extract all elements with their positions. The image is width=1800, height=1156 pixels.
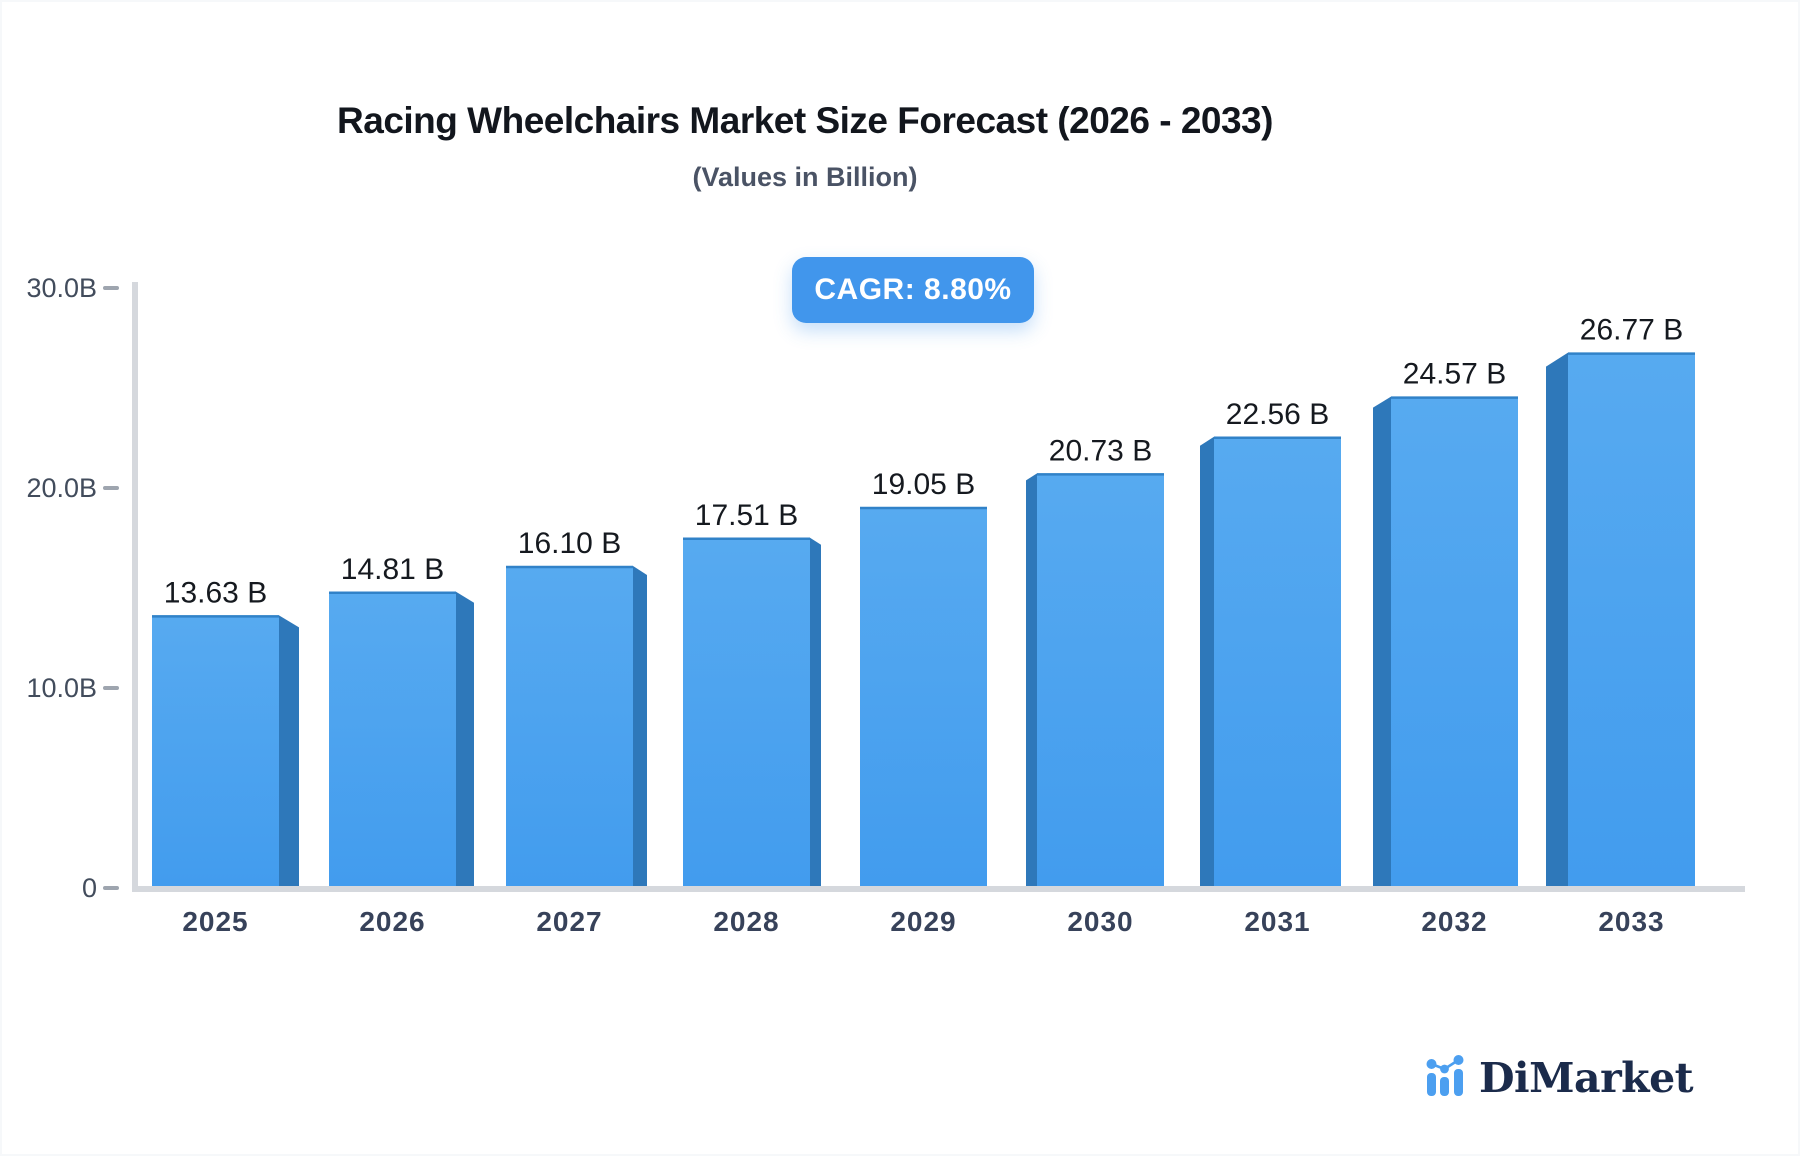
y-axis-line [132, 282, 138, 892]
bar-side-2031 [1200, 436, 1214, 887]
y-axis-tick [103, 686, 119, 690]
labels-layer: 13.63 B 2025 14.81 B 2026 16.10 B 2027 17.51 B… [26, 273, 1683, 937]
bar-2025 [152, 615, 279, 887]
bar-side-2027 [633, 566, 647, 887]
x-axis-year-label: 2032 [1421, 906, 1487, 937]
bar-side-2026 [456, 591, 474, 887]
bar-2027 [506, 566, 633, 887]
bar-side-2025 [279, 615, 299, 887]
x-axis-year-label: 2033 [1598, 906, 1664, 937]
x-axis-year-label: 2031 [1244, 906, 1310, 937]
bar-value-label: 16.10 B [518, 527, 621, 560]
logo-bar [1440, 1077, 1449, 1096]
x-axis-year-label: 2026 [359, 906, 425, 937]
bar-2031 [1214, 436, 1341, 887]
bar-value-label: 19.05 B [872, 468, 975, 501]
x-axis-year-label: 2030 [1067, 906, 1133, 937]
bars-layer [152, 352, 1695, 888]
logo-bar [1427, 1073, 1436, 1096]
y-axis-tick-label: 0 [82, 873, 97, 903]
x-axis-year-label: 2025 [182, 906, 248, 937]
y-axis-tick-label: 30.0B [26, 273, 97, 303]
bar-2033 [1568, 352, 1695, 888]
x-axis-year-label: 2027 [536, 906, 602, 937]
chart-title: Racing Wheelchairs Market Size Forecast … [337, 100, 1273, 141]
y-axis-tick [103, 886, 119, 890]
brand-name: DiMarket [1479, 1054, 1694, 1102]
bar-side-2030 [1026, 473, 1037, 887]
cagr-badge: CAGR: 8.80% [792, 257, 1034, 323]
bar-2026 [329, 591, 456, 887]
bar-value-label: 22.56 B [1226, 398, 1329, 431]
bar-value-label: 26.77 B [1580, 314, 1683, 347]
bar-side-2032 [1373, 396, 1391, 887]
bar-value-label: 13.63 B [164, 576, 267, 609]
y-axis-tick-label: 10.0B [26, 673, 97, 703]
x-axis-year-label: 2028 [713, 906, 779, 937]
x-axis-line [132, 886, 1745, 892]
bar-value-label: 20.73 B [1049, 434, 1152, 467]
axis-layer [103, 282, 1745, 892]
y-axis-tick [103, 486, 119, 490]
logo-dot [1440, 1064, 1449, 1074]
x-axis-year-label: 2029 [890, 906, 956, 937]
logo-dot [1426, 1059, 1437, 1069]
bar-2030 [1037, 473, 1164, 887]
bar-2029 [860, 507, 987, 887]
bar-side-2028 [810, 537, 821, 887]
logo-bar [1454, 1069, 1463, 1096]
y-axis-tick-label: 20.0B [26, 473, 97, 503]
chart-subtitle: (Values in Billion) [692, 162, 918, 192]
logo-dot [1453, 1055, 1464, 1065]
bar-side-2033 [1546, 352, 1568, 888]
bar-value-label: 14.81 B [341, 553, 444, 586]
bar-value-label: 24.57 B [1403, 358, 1506, 391]
bar-value-label: 17.51 B [695, 499, 798, 532]
bar-2028 [683, 537, 810, 887]
cagr-badge-label: CAGR: 8.80% [814, 273, 1012, 306]
bar-2032 [1391, 396, 1518, 887]
brand-chart-icon [1426, 1055, 1464, 1096]
y-axis-tick [103, 286, 119, 290]
brand-logo: DiMarket [1423, 1047, 1694, 1102]
